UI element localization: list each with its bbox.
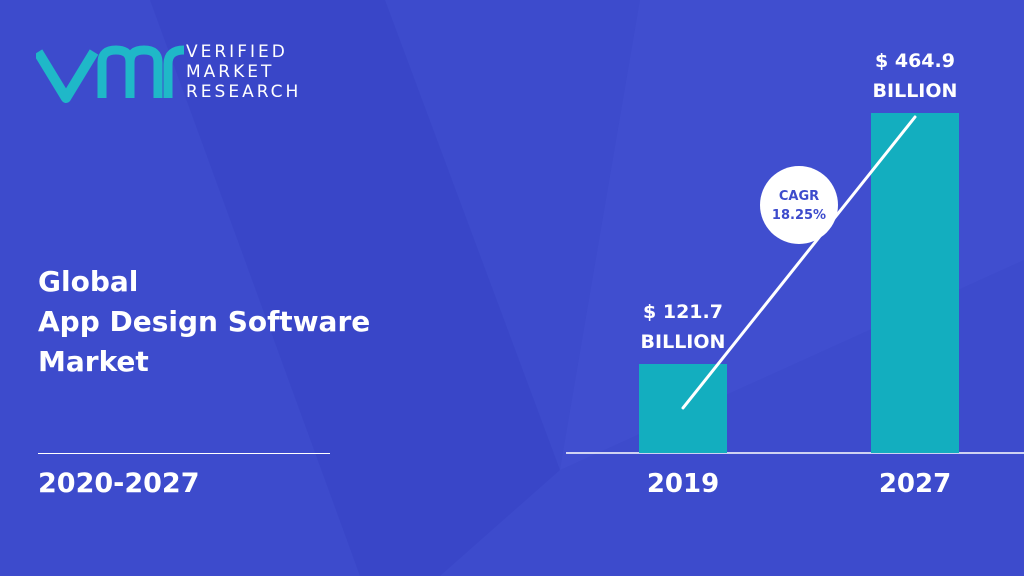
logo-line-verified: VERIFIED	[186, 42, 288, 62]
tick-label-2019: 2019	[647, 469, 719, 499]
cagr-label: CAGR	[779, 189, 819, 204]
cagr-badge	[760, 166, 838, 244]
value-label-2027-amount: $ 464.9	[875, 50, 955, 72]
title-line-2: App Design Software	[38, 305, 371, 338]
title-line-3: Market	[38, 345, 149, 378]
value-label-2019-amount: $ 121.7	[643, 301, 723, 323]
title-line-1: Global	[38, 265, 139, 298]
value-label-2027-unit: BILLION	[873, 80, 958, 102]
growth-trend-line	[681, 115, 917, 410]
logo-wordmark: VERIFIED MARKET RESEARCH	[186, 42, 301, 102]
logo-line-research: RESEARCH	[186, 82, 302, 102]
logo-line-market: MARKET	[186, 62, 275, 82]
cagr-value: 18.25%	[772, 208, 826, 223]
left-divider	[38, 453, 330, 454]
tick-label-2027: 2027	[879, 469, 951, 499]
bar-2027	[871, 113, 959, 453]
value-label-2019-unit: BILLION	[641, 331, 726, 353]
forecast-period: 2020-2027	[38, 468, 200, 499]
verified-market-research-logo	[36, 45, 185, 103]
page-title: Global App Design Software Market	[38, 262, 370, 382]
